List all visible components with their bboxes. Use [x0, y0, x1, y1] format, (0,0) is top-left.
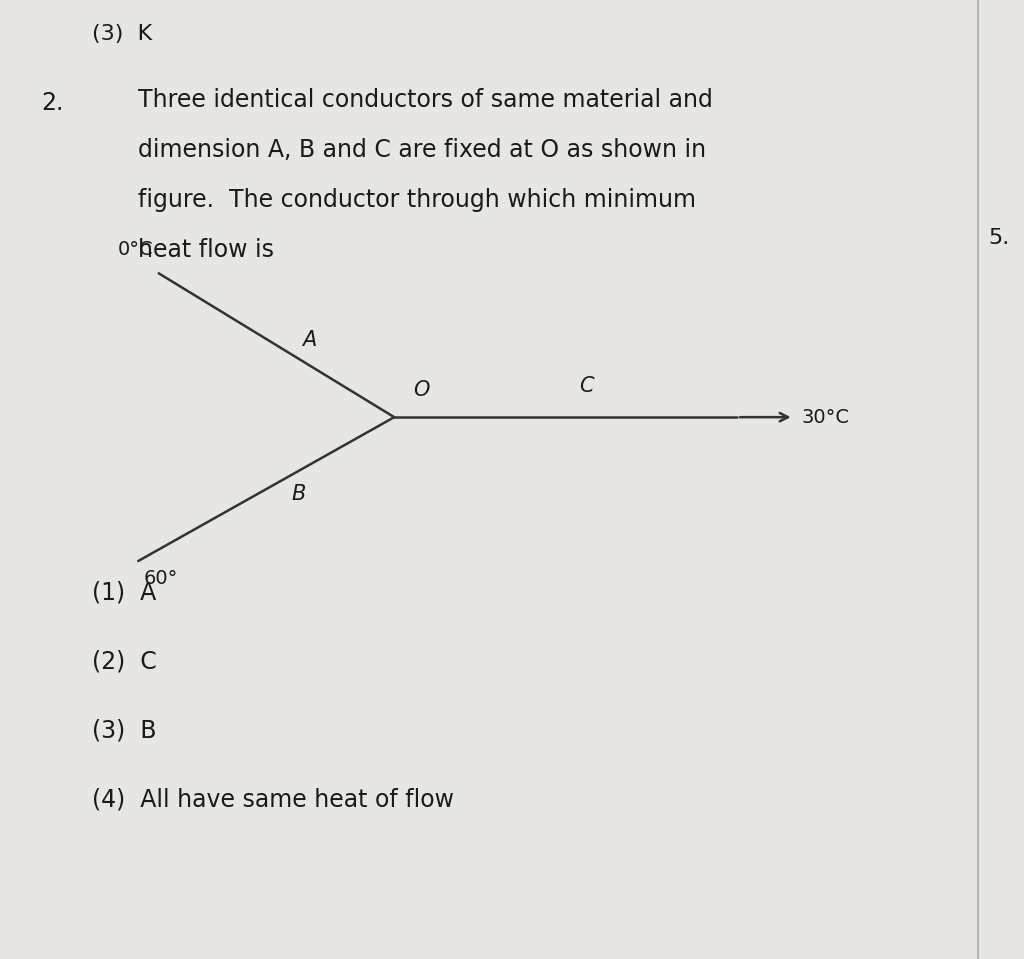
Text: 2.: 2. — [41, 91, 63, 115]
Text: 60°: 60° — [143, 569, 178, 588]
Text: 5.: 5. — [988, 228, 1010, 248]
Text: C: C — [579, 376, 594, 396]
Text: dimension A, B and C are fixed at O as shown in: dimension A, B and C are fixed at O as s… — [138, 138, 707, 162]
Text: (1)  A: (1) A — [92, 580, 157, 604]
Text: Three identical conductors of same material and: Three identical conductors of same mater… — [138, 88, 713, 112]
Text: (4)  All have same heat of flow: (4) All have same heat of flow — [92, 787, 455, 811]
Text: (3)  B: (3) B — [92, 718, 157, 742]
Text: (3)  K: (3) K — [92, 24, 153, 44]
Text: A: A — [302, 331, 316, 350]
Text: B: B — [292, 484, 306, 503]
Text: figure.  The conductor through which minimum: figure. The conductor through which mini… — [138, 188, 696, 212]
Text: (2)  C: (2) C — [92, 649, 157, 673]
Text: 0°C: 0°C — [118, 240, 154, 259]
Text: 30°C: 30°C — [802, 408, 850, 427]
Text: O: O — [413, 380, 429, 400]
Text: heat flow is: heat flow is — [138, 238, 274, 262]
